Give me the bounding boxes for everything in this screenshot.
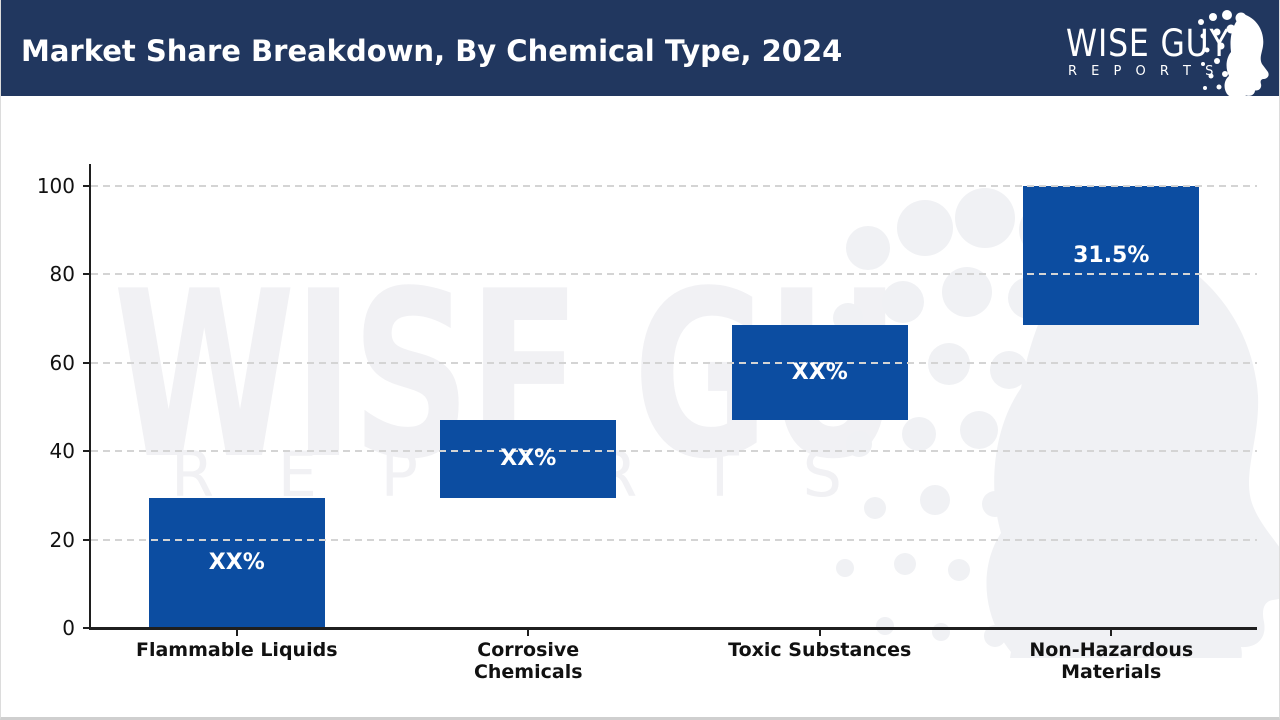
- y-axis-line: [89, 164, 91, 630]
- y-tick-80: [83, 273, 91, 276]
- x-tick-1: [527, 628, 530, 636]
- header-bar: Market Share Breakdown, By Chemical Type…: [1, 0, 1279, 98]
- bar-segment-3: [1023, 186, 1200, 326]
- y-tick-label-80: 80: [49, 262, 75, 287]
- brand-logo-subtext: R E P O R T S: [1068, 64, 1219, 79]
- y-tick-60: [83, 361, 91, 364]
- bar-value-label-3: 31.5%: [1073, 242, 1150, 268]
- y-tick-label-40: 40: [49, 439, 75, 464]
- y-tick-100: [83, 185, 91, 187]
- gridline-80: [91, 273, 1257, 276]
- watermark-face-dots-icon: [822, 188, 1279, 658]
- x-axis-label-3: Non-Hazardous Materials: [1029, 639, 1194, 683]
- gridline-20: [91, 538, 1257, 541]
- x-tick-3: [1110, 628, 1113, 636]
- brand-logo: WISE GUY R E P O R T S: [1021, 6, 1271, 98]
- bar-value-label-2: XX%: [791, 359, 848, 385]
- gridline-100: [91, 185, 1257, 187]
- x-tick-0: [235, 628, 238, 636]
- y-tick-label-60: 60: [49, 350, 75, 375]
- x-tick-2: [818, 628, 821, 636]
- brand-face-dots-icon: [1198, 10, 1269, 98]
- bar-value-label-0: XX%: [208, 549, 265, 575]
- gridline-40: [91, 450, 1257, 453]
- x-axis-label-1: Corrosive Chemicals: [473, 639, 583, 683]
- bar-segment-1: [440, 420, 617, 498]
- y-tick-label-100: 100: [36, 174, 75, 198]
- page-title: Market Share Breakdown, By Chemical Type…: [21, 34, 843, 68]
- x-axis-label-2: Toxic Substances: [728, 639, 912, 661]
- bar-value-label-1: XX%: [500, 445, 557, 471]
- y-tick-40: [83, 450, 91, 453]
- brand-logo-wordmark: WISE GUY: [1066, 22, 1230, 65]
- x-axis-line: [89, 627, 1257, 630]
- y-tick-label-0: 0: [62, 616, 75, 640]
- bar-segment-0: [148, 497, 325, 628]
- y-tick-20: [83, 538, 91, 541]
- y-tick-label-20: 20: [49, 527, 75, 552]
- gridline-60: [91, 361, 1257, 364]
- bar-segment-2: [731, 325, 908, 421]
- y-tick-0: [83, 627, 91, 629]
- x-axis-label-0: Flammable Liquids: [135, 639, 338, 661]
